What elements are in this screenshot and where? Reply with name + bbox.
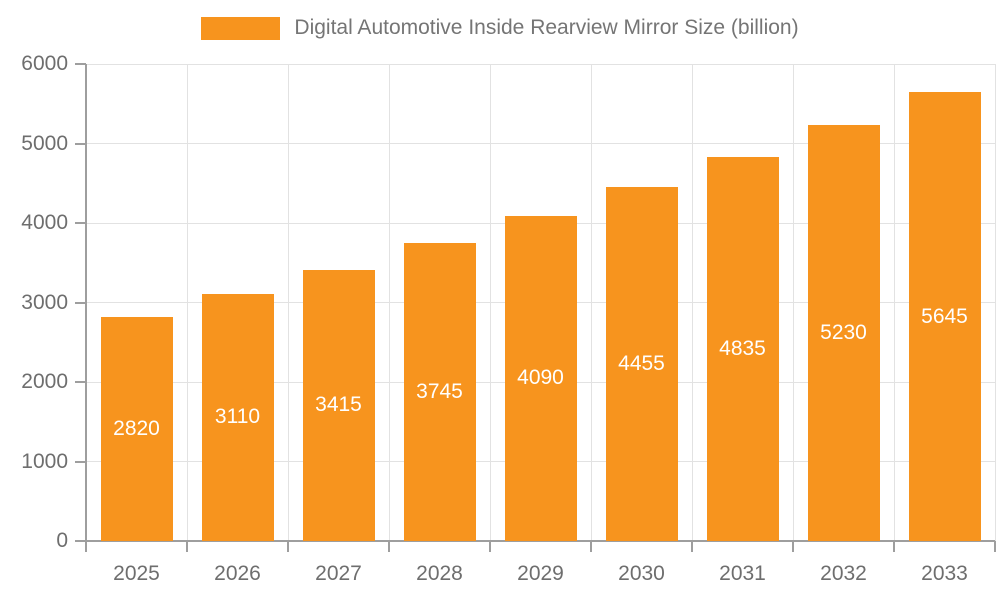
bar[interactable]: 3745 [403, 243, 476, 541]
bar[interactable]: 4455 [605, 186, 678, 541]
bar-value-label: 4835 [719, 336, 766, 360]
y-axis-tick [75, 142, 86, 145]
y-axis-tick-label: 3000 [21, 290, 68, 314]
x-axis-category-label: 2033 [921, 562, 968, 585]
y-axis-tick-label: 1000 [21, 449, 68, 473]
bar[interactable]: 5230 [807, 125, 880, 541]
y-axis-line [85, 64, 87, 543]
y-axis-tick-label: 0 [56, 529, 68, 552]
y-axis-tick-label: 5000 [21, 131, 68, 155]
bar-value-label: 3745 [416, 380, 463, 404]
y-axis-tick [75, 222, 86, 224]
bar[interactable]: 3415 [302, 269, 375, 541]
legend-swatch-icon [201, 16, 281, 40]
gridline-vertical [590, 64, 592, 541]
x-axis-tick [85, 541, 87, 552]
x-axis-category-label: 2031 [719, 562, 766, 585]
gridline-vertical [792, 64, 794, 541]
gridline-horizontal [86, 63, 995, 65]
x-axis-tick [489, 541, 491, 552]
x-axis-line [75, 540, 995, 542]
gridline-vertical [388, 64, 390, 541]
x-axis-tick [893, 541, 895, 552]
x-axis-category-label: 2028 [416, 562, 463, 585]
x-axis-category-label: 2025 [113, 562, 160, 585]
bar-value-label: 4090 [517, 366, 564, 390]
x-axis-tick [388, 541, 390, 552]
y-axis-tick [75, 460, 86, 463]
gridline-vertical [691, 64, 693, 541]
x-axis-category-label: 2027 [315, 562, 362, 585]
gridline-vertical [489, 64, 491, 541]
legend-label: Digital Automotive Inside Rearview Mirro… [294, 16, 799, 39]
bar-value-label: 3415 [315, 393, 362, 417]
legend[interactable]: Digital Automotive Inside Rearview Mirro… [0, 16, 1000, 40]
y-axis-tick [75, 301, 86, 304]
y-axis-tick [75, 63, 86, 65]
bar[interactable]: 5645 [908, 92, 981, 541]
bar-value-label: 5645 [921, 304, 968, 328]
x-axis-tick [287, 541, 289, 552]
bar-value-label: 3110 [214, 405, 261, 429]
bar[interactable]: 2820 [100, 316, 173, 541]
bar[interactable]: 4835 [706, 156, 779, 541]
x-axis-tick [186, 541, 188, 552]
gridline-vertical [186, 64, 188, 541]
bar[interactable]: 3110 [201, 293, 274, 541]
x-axis-category-label: 2029 [517, 562, 564, 585]
x-axis-category-label: 2026 [214, 562, 261, 585]
x-axis-tick [590, 541, 592, 552]
x-axis-tick [994, 541, 996, 552]
x-axis-tick [691, 541, 693, 552]
gridline-vertical [893, 64, 895, 541]
y-axis-tick [75, 381, 86, 383]
x-axis-tick [792, 541, 794, 552]
bar[interactable]: 4090 [504, 215, 577, 541]
y-axis-tick-label: 2000 [21, 370, 68, 393]
plot-area: 0 1000 2000 3000 4000 5000 6000 2820 2025 3110 202… [21, 52, 996, 585]
bar-value-label: 5230 [820, 321, 867, 345]
bar-value-label: 2820 [113, 416, 160, 440]
y-axis-tick-label: 6000 [21, 52, 68, 75]
x-axis-category-label: 2030 [618, 562, 665, 585]
gridline-vertical [287, 64, 289, 541]
gridline-horizontal [86, 143, 995, 144]
gridline-vertical [994, 64, 996, 541]
y-axis-tick-label: 4000 [21, 211, 68, 234]
x-axis-category-label: 2032 [820, 562, 867, 585]
bar-value-label: 4455 [618, 351, 665, 375]
